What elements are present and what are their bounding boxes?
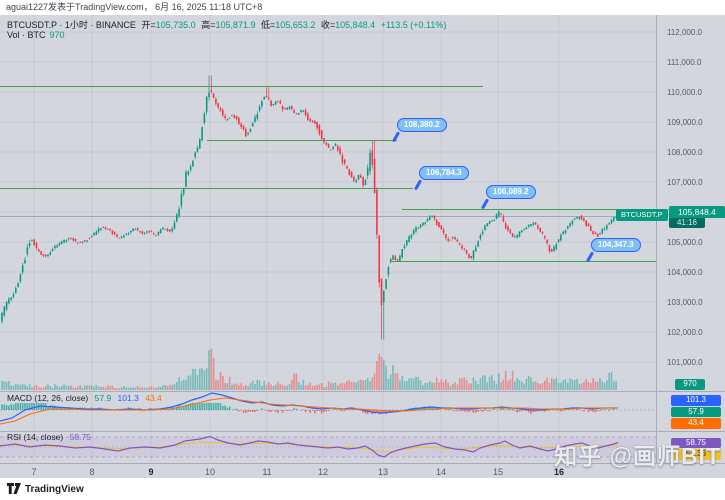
time-axis-label: 11 [262, 467, 272, 477]
rsi-label: RSI (14, close) [7, 432, 64, 442]
time-axis-label: 10 [204, 467, 216, 477]
price-callout-label[interactable]: 104,347.3 [591, 238, 641, 252]
attribution-text: aguai1227发表于TradingView.com， 6月 16, 2025… [6, 2, 263, 12]
time-axis-label: 14 [435, 467, 447, 477]
change-value: +113.5 (+0.11%) [380, 20, 447, 30]
indicator-value-badge: 43.4 [671, 418, 721, 429]
tradingview-logo-icon[interactable] [7, 483, 21, 495]
price-callout-label[interactable]: 106,784.3 [419, 166, 469, 180]
price-axis-label: 110,000.0 [667, 88, 702, 97]
last-price-badge: 105,848.4 41:16 [669, 206, 725, 228]
bottom-bar: TradingView [0, 478, 725, 500]
horizontal-ray[interactable] [402, 208, 618, 210]
low-label: 低= [261, 20, 276, 30]
high-value: 105,871.9 [215, 20, 256, 30]
close-label: 收= [320, 20, 336, 30]
low-value: 105,653.2 [275, 20, 316, 30]
price-axis-label: 104,000.0 [667, 268, 703, 277]
symbol-axis-label: BTCUSDT.P [616, 208, 668, 221]
time-axis-label: 12 [317, 467, 329, 477]
time-axis-label: 16 [553, 467, 565, 477]
price-axis-label: 111,000.0 [667, 58, 702, 67]
horizontal-ray[interactable] [207, 139, 397, 141]
macd-signal-value: 43.4 [145, 393, 162, 403]
indicator-value-badge: 58.75 [671, 437, 721, 448]
rsi-plot [0, 435, 656, 458]
candlesticks [1, 75, 617, 340]
horizontal-ray[interactable] [0, 187, 413, 189]
macd-label: MACD (12, 26, close) [7, 393, 89, 403]
close-value: 105,848.4 [335, 20, 376, 30]
indicator-value-badge: 970 [675, 379, 705, 390]
macd-line-value: 101.3 [117, 393, 139, 403]
time-axis-label: 8 [89, 467, 95, 477]
rsi-label-row[interactable]: RSI (14, close) 58.75 [7, 432, 95, 442]
chart-canvas[interactable] [0, 15, 656, 463]
price-axis-label: 109,000.0 [667, 118, 703, 127]
grid-lines [0, 15, 656, 463]
price-axis-label: 107,000.0 [667, 178, 703, 187]
macd-pane-separator[interactable] [0, 391, 725, 392]
attribution-bar: aguai1227发表于TradingView.com， 6月 16, 2025… [0, 0, 725, 15]
bar-countdown: 41:16 [669, 218, 705, 228]
price-callout-label[interactable]: 108,380.2 [397, 118, 447, 132]
rsi-pane-separator[interactable] [0, 430, 725, 432]
indicator-value-badge: 101.3 [671, 395, 721, 406]
time-axis-label: 13 [377, 467, 389, 477]
price-axis-label: 101,000.0 [667, 358, 703, 367]
vol-label: Vol · BTC [7, 30, 46, 40]
time-axis-label: 7 [31, 467, 37, 477]
price-callout-label[interactable]: 106,089.2 [486, 185, 536, 199]
macd-label-row[interactable]: MACD (12, 26, close) 57.9 101.3 43.4 [7, 393, 166, 403]
rsi-value: 58.75 [69, 432, 91, 442]
chart-root: 108,380.2 106,784.3 106,089.2 104,347.3 BTC… [0, 15, 725, 478]
price-axis-label: 108,000.0 [667, 148, 703, 157]
time-axis[interactable]: 7 8 9 10 11 12 13 14 15 16 [0, 463, 725, 479]
horizontal-ray[interactable] [390, 260, 657, 262]
price-axis-label: 105,000.0 [667, 238, 703, 247]
vol-value: 970 [49, 30, 65, 40]
open-value: 105,735.0 [155, 20, 196, 30]
price-axis-label: 103,000.0 [667, 298, 703, 307]
high-label: 高= [201, 20, 216, 30]
macd-plot [0, 392, 656, 425]
time-axis-label: 9 [148, 467, 154, 477]
zhihu-watermark: 知乎 @画师BIT [554, 443, 721, 469]
symbol-title: BTCUSDT.P · 1小时 · BINANCE [7, 20, 136, 30]
price-axis-label: 112,000.0 [667, 28, 702, 37]
indicator-value-badge: 52.36 [671, 449, 721, 460]
time-axis-label: 15 [492, 467, 504, 477]
price-axis-label: 102,000.0 [667, 328, 703, 337]
open-label: 开= [141, 20, 156, 30]
volume-info-bar[interactable]: Vol · BTC 970 [7, 30, 65, 40]
tradingview-logo-text[interactable]: TradingView [25, 483, 84, 495]
last-price-value: 105,848.4 [669, 206, 725, 218]
horizontal-ray[interactable] [0, 86, 483, 88]
macd-hist-value: 57.9 [94, 393, 112, 403]
volume-bars [1, 348, 617, 390]
symbol-info-bar[interactable]: BTCUSDT.P · 1小时 · BINANCE 开=105,735.0 高=… [7, 18, 449, 31]
indicator-value-badge: 57.9 [671, 406, 721, 417]
